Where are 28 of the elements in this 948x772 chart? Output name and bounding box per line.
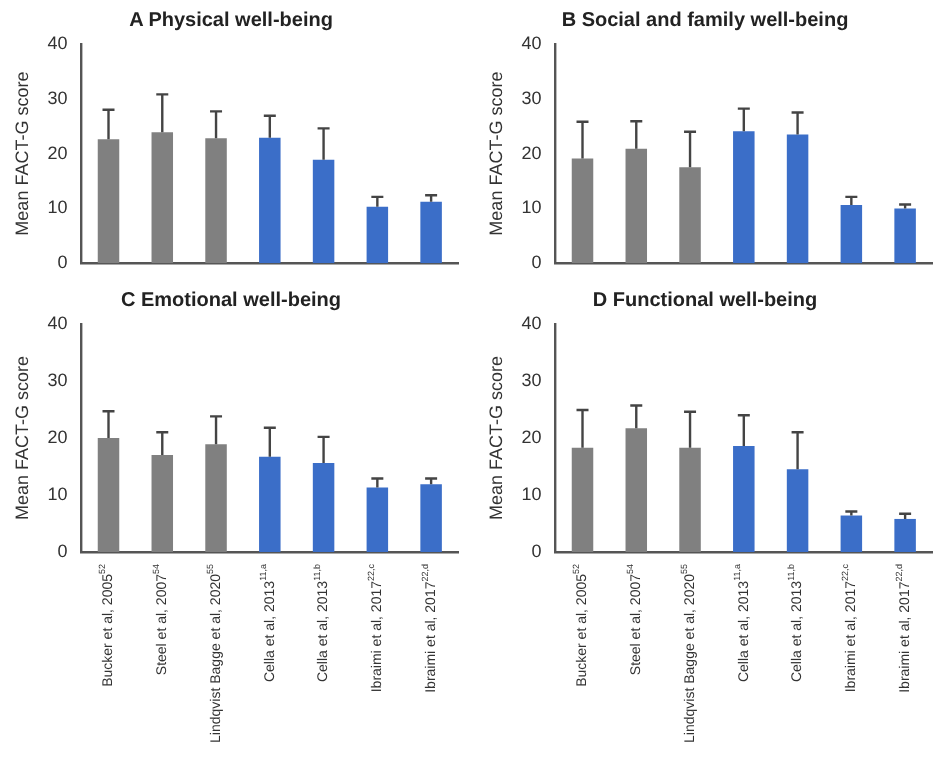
- y-tick-label: 10: [47, 483, 68, 504]
- chart-title: D Functional well-being: [592, 289, 818, 312]
- y-tick-label: 20: [47, 426, 68, 447]
- y-tick-label: 30: [521, 87, 542, 108]
- y-tick-label: 40: [521, 32, 542, 53]
- y-tick-label: 20: [47, 142, 68, 163]
- y-axis-title: Mean FACT-G score: [11, 355, 32, 521]
- y-axis-title: Mean FACT-G score: [485, 355, 506, 521]
- y-tick-label: 30: [47, 87, 68, 108]
- y-tick-label: 10: [47, 197, 68, 218]
- y-tick-label: 30: [521, 369, 542, 390]
- y-axis-title: Mean FACT-G score: [485, 71, 506, 236]
- chart-title: C Emotional well-being: [120, 289, 342, 312]
- chart-title: A Physical well-being: [129, 9, 333, 32]
- y-tick-label: 40: [521, 312, 542, 333]
- y-tick-label: 20: [521, 426, 542, 447]
- chart-title: B Social and family well-being: [561, 9, 849, 32]
- y-tick-label: 30: [47, 369, 68, 390]
- y-tick-label: 40: [47, 312, 68, 333]
- y-tick-label: 20: [521, 142, 542, 163]
- y-tick-label: 0: [531, 540, 542, 561]
- y-tick-label: 40: [47, 32, 68, 53]
- y-tick-label: 10: [521, 197, 542, 218]
- y-tick-label: 0: [57, 252, 68, 273]
- y-axis-title: Mean FACT-G score: [11, 71, 32, 236]
- y-tick-label: 10: [521, 483, 542, 504]
- y-tick-label: 0: [531, 252, 542, 273]
- y-tick-label: 0: [57, 540, 68, 561]
